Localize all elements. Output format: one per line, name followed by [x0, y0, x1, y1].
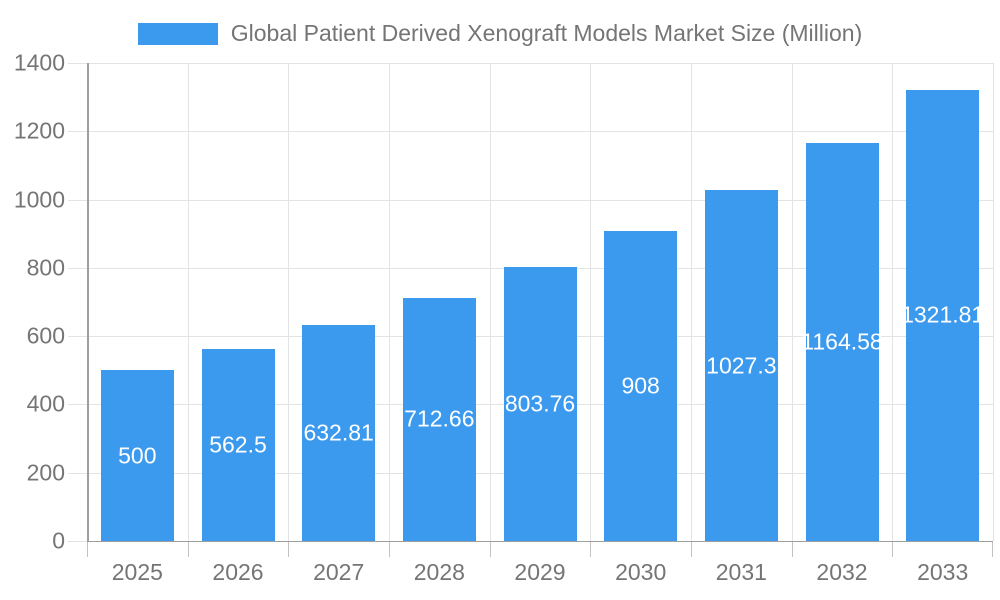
bar-value-label: 500	[118, 442, 157, 469]
bar-2025[interactable]: 500	[100, 370, 174, 541]
x-axis-label: 2028	[413, 559, 465, 585]
x-axis-label: 2032	[816, 559, 868, 585]
bar-2032[interactable]: 1164.58	[801, 143, 883, 541]
bar-2031[interactable]: 1027.3	[704, 190, 778, 541]
v-gridline	[791, 63, 793, 541]
bar-value-label: 1027.3	[706, 352, 777, 379]
y-axis-tick	[68, 336, 87, 338]
x-axis-label: 2030	[615, 559, 667, 585]
h-gridline	[87, 131, 993, 133]
v-gridline	[489, 63, 491, 541]
v-gridline	[389, 63, 390, 541]
y-axis-tick	[68, 267, 87, 269]
bar-2026[interactable]: 562.5	[201, 348, 275, 541]
x-axis-tick	[691, 541, 692, 557]
bar-value-label: 1164.58	[801, 328, 883, 355]
y-axis-tick	[68, 472, 87, 474]
v-gridline	[288, 63, 290, 541]
x-axis-tick	[389, 541, 390, 557]
x-axis-label: 2031	[715, 559, 767, 585]
legend-swatch[interactable]	[137, 22, 218, 45]
x-axis-tick	[590, 541, 592, 557]
y-axis-label: 1000	[13, 186, 65, 213]
x-axis-label: 2029	[514, 559, 566, 585]
x-axis-label: 2027	[313, 559, 365, 585]
y-axis-tick	[68, 131, 87, 133]
legend[interactable]: Global Patient Derived Xenograft Models …	[0, 20, 1000, 47]
bar-2030[interactable]: 908	[604, 230, 678, 541]
y-axis-tick	[68, 541, 87, 542]
v-gridline	[993, 63, 994, 541]
h-gridline	[87, 63, 993, 64]
x-axis-tick	[791, 541, 793, 557]
bar-value-label: 712.66	[404, 405, 475, 432]
y-axis-label: 1400	[13, 49, 65, 76]
bar-2027[interactable]: 632.81	[302, 324, 376, 541]
x-axis-tick	[489, 541, 491, 557]
bar-2033[interactable]: 1321.81	[901, 89, 984, 541]
chart-title: Global Patient Derived Xenograft Models …	[230, 20, 863, 46]
bar-2028[interactable]: 712.66	[402, 297, 476, 541]
bar-value-label: 1321.81	[901, 301, 985, 328]
y-axis-label: 1200	[13, 117, 65, 144]
bar-value-label: 562.5	[209, 431, 267, 458]
v-gridline	[187, 63, 189, 541]
x-axis-tick	[288, 541, 290, 557]
y-axis-label: 600	[26, 322, 65, 349]
x-axis-label: 2026	[212, 559, 264, 585]
v-gridline	[892, 63, 894, 541]
x-axis-tick	[87, 541, 88, 557]
y-axis-tick	[68, 404, 87, 406]
bar-value-label: 632.81	[303, 419, 374, 446]
x-axis-tick	[187, 541, 189, 557]
h-gridline	[87, 199, 993, 201]
y-axis-label: 400	[26, 390, 65, 417]
y-axis-label: 800	[26, 254, 65, 281]
x-axis-label: 2033	[917, 559, 969, 585]
x-axis-tick	[892, 541, 894, 557]
bar-2029[interactable]: 803.76	[503, 266, 577, 541]
y-axis-tick	[68, 63, 87, 64]
x-axis-line	[87, 540, 993, 542]
x-axis-label: 2025	[111, 559, 163, 585]
y-axis-label: 200	[26, 459, 65, 486]
y-axis-tick	[68, 199, 87, 201]
bar-value-label: 803.76	[504, 390, 576, 417]
y-axis-label: 0	[52, 527, 65, 554]
plot-area: 0 200 400 600 800 1000 1200 1400 500 2025 562.5 202…	[14, 50, 994, 585]
y-axis-line	[87, 63, 89, 541]
bar-value-label: 908	[621, 372, 660, 399]
v-gridline	[590, 63, 592, 541]
v-gridline	[691, 63, 692, 541]
x-axis-tick	[992, 541, 993, 557]
